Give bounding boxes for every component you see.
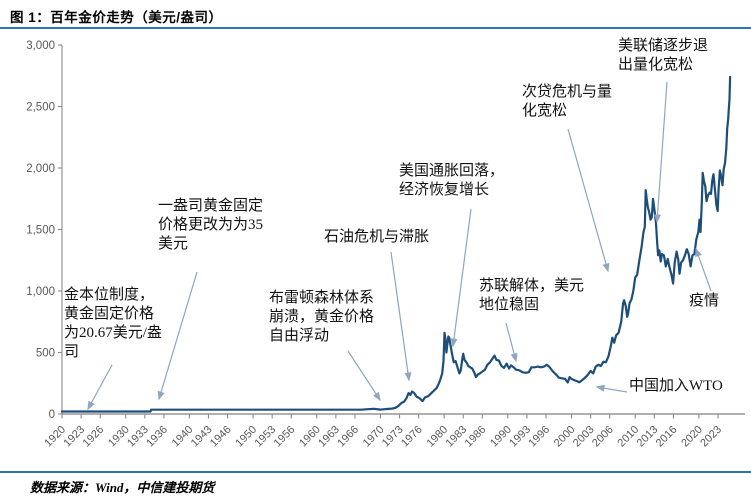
chart-annotation-6: 苏联解体，美元 地位稳固 bbox=[479, 278, 585, 313]
x-tick-label: 1933 bbox=[125, 424, 151, 450]
x-tick-label: 2023 bbox=[698, 424, 724, 450]
y-tick-label: 500 bbox=[36, 348, 55, 360]
annotation-leader-line bbox=[567, 128, 610, 273]
annotation-leader-line bbox=[595, 384, 628, 393]
y-tick-label: 1,500 bbox=[26, 225, 55, 237]
annotation-leader-line bbox=[450, 208, 472, 348]
x-tick-label: 1946 bbox=[208, 424, 234, 450]
title-divider bbox=[0, 27, 751, 30]
chart-annotation-7: 中国加入WTO bbox=[629, 378, 723, 394]
annotation-leader-line bbox=[157, 271, 198, 401]
chart-annotation-10: 疫情 bbox=[689, 293, 720, 309]
chart-annotation-8: 次贷危机与量 化宽松 bbox=[522, 84, 613, 119]
x-tick-label: 1990 bbox=[488, 424, 514, 450]
x-tick-label: 2003 bbox=[571, 424, 597, 450]
annotation-leader-line bbox=[87, 364, 113, 411]
x-tick-label: 1953 bbox=[252, 424, 278, 450]
annotation-leader-line bbox=[695, 247, 712, 292]
x-tick-label: 1940 bbox=[170, 424, 196, 450]
y-tick-label: 2,500 bbox=[26, 102, 55, 114]
y-tick-label: 0 bbox=[49, 409, 55, 421]
annotation-leader-line bbox=[505, 322, 518, 363]
x-tick-label: 1956 bbox=[272, 424, 298, 450]
x-tick-label: 2006 bbox=[590, 424, 616, 450]
annotation-leader-line bbox=[390, 251, 412, 382]
y-tick-label: 2,000 bbox=[26, 163, 55, 175]
x-tick-label: 1996 bbox=[526, 424, 552, 450]
x-tick-label: 1920 bbox=[42, 424, 68, 450]
x-tick-label: 1986 bbox=[463, 424, 489, 450]
x-tick-label: 1930 bbox=[106, 424, 132, 450]
x-tick-label: 1943 bbox=[189, 424, 215, 450]
x-tick-label: 1966 bbox=[335, 424, 361, 450]
annotation-leader-line bbox=[347, 350, 381, 402]
x-tick-label: 2013 bbox=[635, 424, 661, 450]
chart-annotation-9: 美联储逐步退 出量化宽松 bbox=[618, 38, 709, 73]
x-tick-label: 1960 bbox=[297, 424, 323, 450]
x-tick-label: 1923 bbox=[61, 424, 87, 450]
chart-annotation-5: 美国通胀回落， 经济恢复增长 bbox=[399, 163, 505, 198]
data-source-note: 数据来源：Wind，中信建投期货 bbox=[30, 480, 215, 495]
x-tick-label: 2010 bbox=[616, 424, 642, 450]
x-tick-label: 2020 bbox=[679, 424, 705, 450]
chart-annotation-4: 石油危机与滞胀 bbox=[324, 229, 430, 245]
x-tick-label: 1983 bbox=[444, 424, 470, 450]
x-tick-label: 1963 bbox=[316, 424, 342, 450]
y-tick-label: 3,000 bbox=[26, 40, 55, 52]
x-tick-label: 1936 bbox=[144, 424, 170, 450]
chart-annotation-1: 金本位制度， 黄金固定价格 为20.67美元/盎 司 bbox=[64, 287, 162, 360]
x-tick-label: 1993 bbox=[507, 424, 533, 450]
chart-annotation-2: 一盎司黄金固定 价格更改为为35 美元 bbox=[158, 198, 264, 252]
x-tick-label: 1950 bbox=[233, 424, 259, 450]
x-tick-label: 1970 bbox=[361, 424, 387, 450]
x-tick-label: 1980 bbox=[424, 424, 450, 450]
y-tick-label: 1,000 bbox=[26, 286, 55, 298]
chart-annotation-3: 布雷顿森林体系 崩溃，黄金价格 自由浮动 bbox=[269, 290, 375, 344]
x-tick-label: 1926 bbox=[81, 424, 107, 450]
footer-divider bbox=[0, 471, 751, 473]
x-tick-label: 1973 bbox=[380, 424, 406, 450]
x-tick-label: 2016 bbox=[654, 424, 680, 450]
gold-price-line bbox=[60, 75, 732, 413]
x-tick-label: 2000 bbox=[552, 424, 578, 450]
figure-title: 图 1：百年金价走势（美元/盎司） bbox=[10, 10, 223, 25]
x-tick-label: 1976 bbox=[399, 424, 425, 450]
annotation-leader-line bbox=[654, 81, 668, 224]
